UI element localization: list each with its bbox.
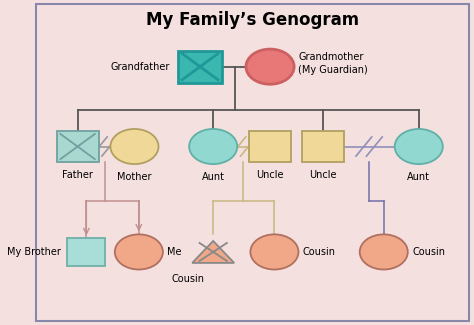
Bar xyxy=(249,131,291,162)
Bar xyxy=(67,238,105,266)
Text: Cousin: Cousin xyxy=(171,274,204,283)
Text: Uncle: Uncle xyxy=(309,170,336,180)
Text: Uncle: Uncle xyxy=(256,170,284,180)
Text: Cousin: Cousin xyxy=(303,247,336,257)
Text: Cousin: Cousin xyxy=(412,247,445,257)
Text: My Family’s Genogram: My Family’s Genogram xyxy=(146,11,359,29)
Text: Me: Me xyxy=(167,247,182,257)
Circle shape xyxy=(395,129,443,164)
Text: Grandmother
(My Guardian): Grandmother (My Guardian) xyxy=(299,52,368,75)
Bar xyxy=(301,131,344,162)
Circle shape xyxy=(115,234,163,269)
Text: Aunt: Aunt xyxy=(202,172,225,182)
Circle shape xyxy=(189,129,237,164)
Text: Mother: Mother xyxy=(117,172,152,182)
Polygon shape xyxy=(192,241,234,263)
Text: My Brother: My Brother xyxy=(7,247,61,257)
Text: Grandfather: Grandfather xyxy=(111,62,170,72)
Text: Aunt: Aunt xyxy=(407,172,430,182)
Text: Father: Father xyxy=(62,170,93,180)
Bar xyxy=(56,131,99,162)
Bar xyxy=(178,51,222,83)
Circle shape xyxy=(250,234,299,269)
Circle shape xyxy=(360,234,408,269)
Circle shape xyxy=(110,129,158,164)
Circle shape xyxy=(246,49,294,84)
